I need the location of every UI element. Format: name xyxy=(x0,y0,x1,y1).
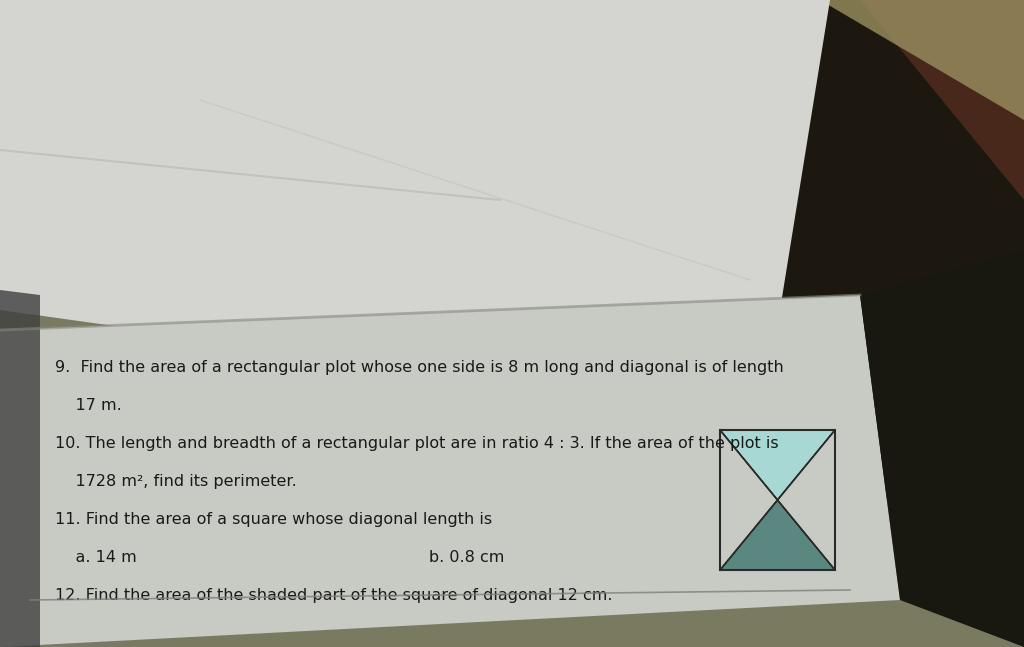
Text: a. 14 m                                                         b. 0.8 cm: a. 14 m b. 0.8 cm xyxy=(55,550,505,565)
Polygon shape xyxy=(0,290,40,647)
Polygon shape xyxy=(620,0,1024,647)
Polygon shape xyxy=(720,430,777,570)
Polygon shape xyxy=(777,430,835,570)
Text: 17 m.: 17 m. xyxy=(55,398,122,413)
Text: 9.  Find the area of a rectangular plot whose one side is 8 m long and diagonal : 9. Find the area of a rectangular plot w… xyxy=(55,360,783,375)
Polygon shape xyxy=(820,0,1024,120)
Bar xyxy=(720,430,835,570)
Text: 10. The length and breadth of a rectangular plot are in ratio 4 : 3. If the area: 10. The length and breadth of a rectangu… xyxy=(55,436,778,451)
Text: 11. Find the area of a square whose diagonal length is: 11. Find the area of a square whose diag… xyxy=(55,512,493,527)
Polygon shape xyxy=(0,0,830,340)
Polygon shape xyxy=(860,250,1024,647)
Text: 12. Find the area of the shaded part of the square of diagonal 12 cm.: 12. Find the area of the shaded part of … xyxy=(55,588,612,603)
Text: 1728 m², find its perimeter.: 1728 m², find its perimeter. xyxy=(55,474,297,489)
Polygon shape xyxy=(700,0,1024,200)
Polygon shape xyxy=(720,430,835,500)
Polygon shape xyxy=(0,295,900,647)
Polygon shape xyxy=(720,500,835,570)
